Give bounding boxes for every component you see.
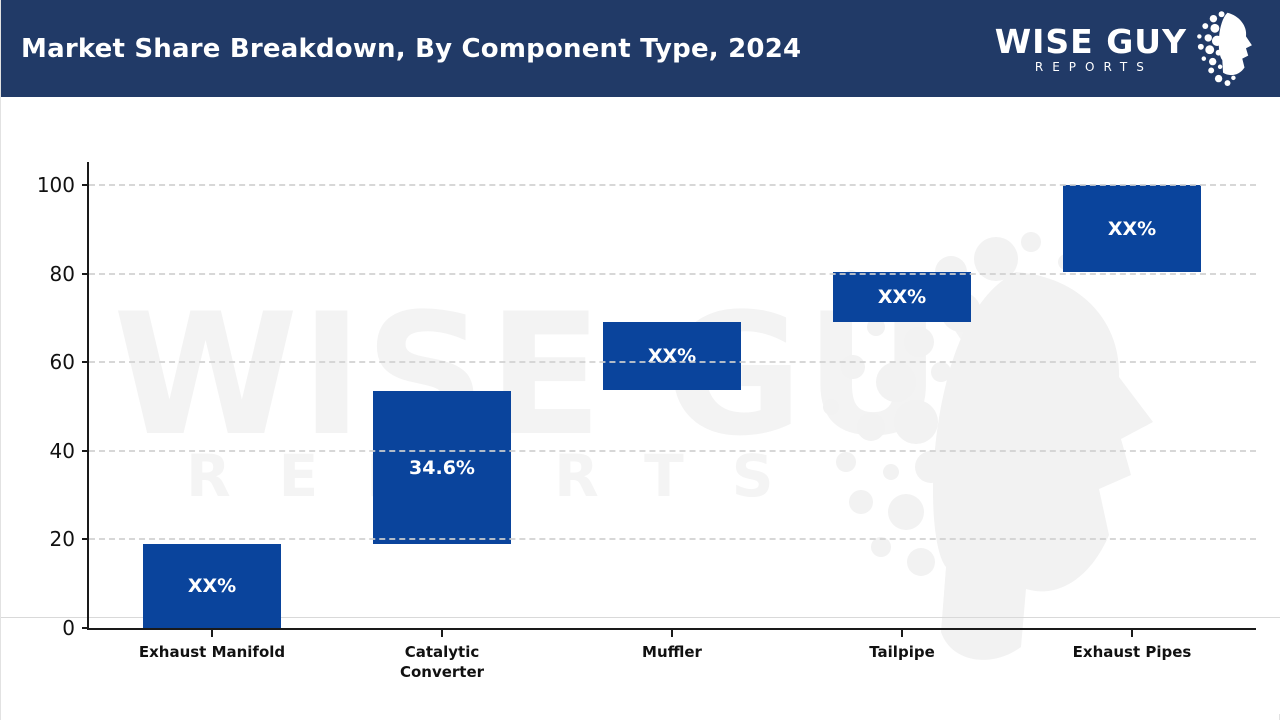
brand-name: WISE GUY	[994, 21, 1187, 61]
y-tick-label-40: 40	[49, 439, 75, 463]
y-tick-60	[82, 361, 89, 363]
y-tick-label-100: 100	[36, 173, 75, 197]
bar-value-label: XX%	[187, 575, 237, 597]
x-tick-2	[671, 630, 673, 637]
x-axis	[87, 628, 1256, 630]
y-tick-0	[82, 627, 89, 629]
category-label-4: Exhaust Pipes	[1072, 643, 1192, 661]
header-bar: Market Share Breakdown, By Component Typ…	[1, 0, 1280, 97]
gridline-20	[89, 538, 1256, 540]
brand-logo-text: WISE GUY REPORTS	[995, 25, 1187, 73]
y-tick-20	[82, 538, 89, 540]
category-label-1: Catalytic Converter	[399, 643, 485, 682]
y-tick-label-20: 20	[49, 527, 75, 551]
category-label-2: Muffler	[642, 643, 702, 661]
x-tick-3	[901, 630, 903, 637]
bar-muffler: XX%	[603, 322, 741, 390]
chart-canvas: WISE GUY REPORTS	[1, 97, 1280, 714]
brand-subtitle: REPORTS	[1034, 59, 1153, 74]
y-tick-100	[82, 184, 89, 186]
bar-value-label: XX%	[647, 345, 697, 367]
gridline-40	[89, 450, 1256, 452]
bottom-divider	[1, 617, 1280, 618]
category-label-3: Tailpipe	[869, 643, 935, 661]
bar-value-label: XX%	[877, 286, 927, 308]
x-tick-0	[211, 630, 213, 637]
gridline-80	[89, 273, 1256, 275]
bar-exhaust-manifold: XX%	[143, 544, 281, 628]
y-axis	[87, 162, 89, 630]
y-tick-label-80: 80	[49, 262, 75, 286]
y-tick-label-0: 0	[62, 616, 75, 640]
y-tick-40	[82, 450, 89, 452]
y-tick-label-60: 60	[49, 350, 75, 374]
chart-title: Market Share Breakdown, By Component Typ…	[21, 33, 802, 64]
x-tick-4	[1131, 630, 1133, 637]
x-tick-1	[441, 630, 443, 637]
bar-catalytic-converter: 34.6%	[373, 391, 511, 544]
category-label-0: Exhaust Manifold	[138, 643, 286, 661]
brand-logo: WISE GUY REPORTS	[995, 7, 1263, 91]
dotted-head-icon	[1197, 10, 1252, 86]
y-tick-80	[82, 273, 89, 275]
bar-exhaust-pipes: XX%	[1063, 185, 1201, 272]
bar-value-label: XX%	[1107, 217, 1157, 240]
bar-tailpipe: XX%	[833, 272, 971, 322]
bar-value-label: 34.6%	[409, 456, 475, 479]
